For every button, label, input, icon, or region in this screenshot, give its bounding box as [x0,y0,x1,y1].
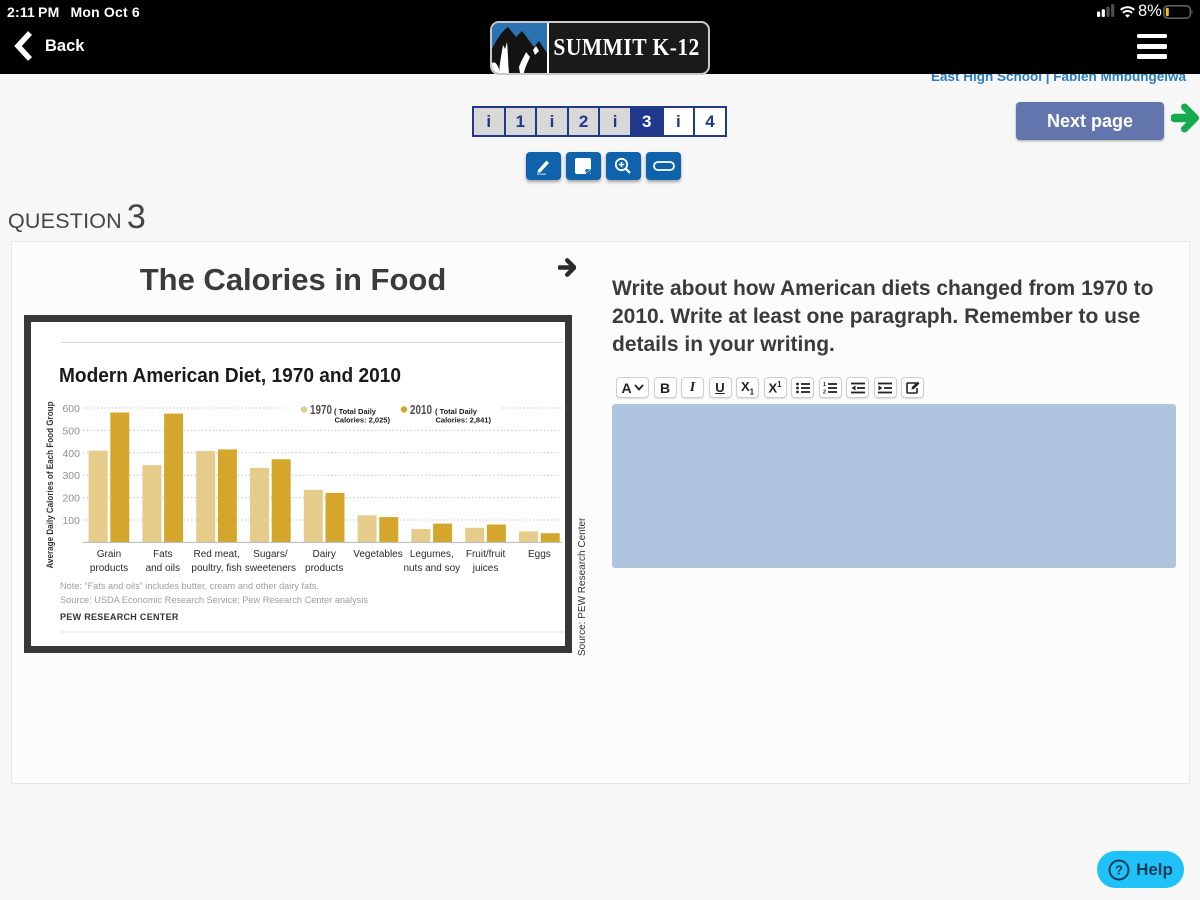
svg-text:Eggs: Eggs [528,549,551,560]
svg-text:400: 400 [62,448,80,460]
svg-text:Note: “Fats and oils” includes: Note: “Fats and oils” includes butter, c… [60,581,319,591]
svg-text:( Total Daily: ( Total Daily [435,407,478,416]
svg-text:Vegetables: Vegetables [353,549,403,560]
svg-text:and oils: and oils [146,563,180,574]
svg-text:100: 100 [62,515,80,527]
svg-text:Grain: Grain [97,549,121,560]
svg-text:Dairy: Dairy [313,549,336,560]
svg-text:( Total Daily: ( Total Daily [334,407,377,416]
svg-text:Calories: 2,841): Calories: 2,841) [436,416,492,425]
svg-text:Modern American Diet, 1970 and: Modern American Diet, 1970 and 2010 [59,365,401,387]
svg-text:products: products [305,563,343,574]
svg-text:600: 600 [62,403,80,415]
svg-text:products: products [90,563,128,574]
svg-text:?: ? [1115,862,1123,877]
svg-text:Fruit/fruit: Fruit/fruit [466,549,506,560]
svg-text:1: 1 [823,382,826,388]
svg-text:Source: USDA Economic Research: Source: USDA Economic Research Service; … [60,595,368,605]
svg-text:2010: 2010 [410,403,432,417]
svg-text:Average Daily Calories of Each: Average Daily Calories of Each Food Grou… [45,401,56,568]
svg-text:500: 500 [62,425,80,437]
svg-text:juices: juices [472,563,499,574]
svg-text:1970: 1970 [310,403,332,417]
svg-text:nuts and soy: nuts and soy [403,563,460,574]
svg-text:Red meat,: Red meat, [194,549,240,560]
svg-text:Legumes,: Legumes, [410,549,454,560]
svg-text:Calories: 2,025): Calories: 2,025) [335,416,391,425]
svg-text:Fats: Fats [153,549,172,560]
svg-text:Sugars/: Sugars/ [253,549,288,560]
svg-text:poultry, fish: poultry, fish [191,563,241,574]
svg-text:sweeteners: sweeteners [245,563,296,574]
svg-text:2: 2 [823,389,826,394]
svg-text:300: 300 [62,470,80,482]
svg-text:200: 200 [62,493,80,505]
svg-text:PEW RESEARCH CENTER: PEW RESEARCH CENTER [60,612,179,622]
